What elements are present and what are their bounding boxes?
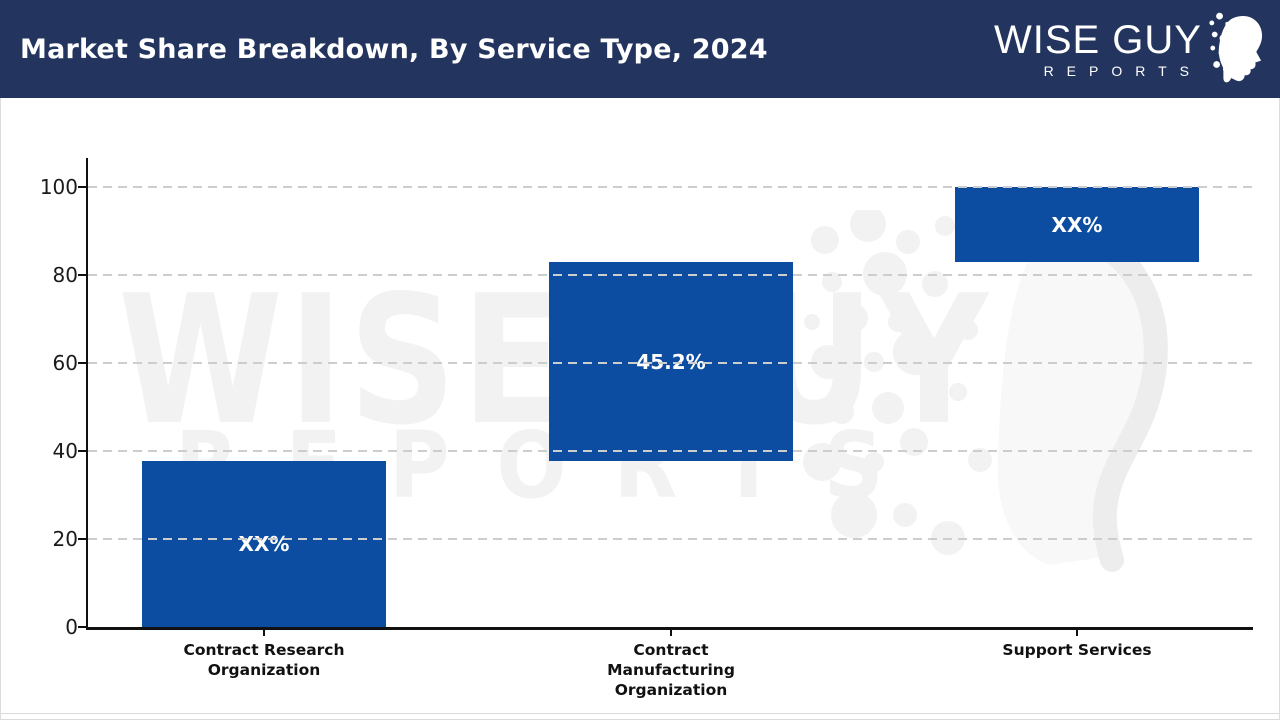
bar-value-label: XX% xyxy=(238,532,290,557)
brand-logo: WISE GUY REPORTS xyxy=(994,9,1264,89)
y-tick-label: 0 xyxy=(65,615,78,639)
gridline xyxy=(88,538,1253,540)
y-tick-mark xyxy=(78,450,86,452)
x-category-label: Contract Manufacturing Organization xyxy=(506,640,836,700)
bar-value-label: XX% xyxy=(1051,212,1103,237)
y-tick-label: 60 xyxy=(52,351,78,375)
x-category-label: Support Services xyxy=(912,640,1242,660)
bar-value-label: 45.2% xyxy=(636,349,706,374)
y-tick-mark xyxy=(78,626,86,628)
y-tick-mark xyxy=(78,274,86,276)
y-tick-mark xyxy=(78,362,86,364)
x-tick-mark xyxy=(263,629,265,636)
x-category-label-line: Organization xyxy=(614,681,728,699)
logo-face-icon xyxy=(1209,12,1263,83)
x-category-label-line: Contract Research xyxy=(183,641,345,659)
x-tick-mark xyxy=(1076,629,1078,636)
x-category-label-line: Support Services xyxy=(1002,641,1152,659)
gridline xyxy=(88,362,1253,364)
x-category-label-line: Contract xyxy=(633,641,709,659)
y-tick-mark xyxy=(78,186,86,188)
header: Market Share Breakdown, By Service Type,… xyxy=(0,0,1280,98)
x-tick-mark xyxy=(670,629,672,636)
y-tick-label: 40 xyxy=(52,439,78,463)
bar-segment: XX% xyxy=(955,187,1199,263)
y-tick-label: 80 xyxy=(52,263,78,287)
page-title: Market Share Breakdown, By Service Type,… xyxy=(20,33,768,65)
x-category-label-line: Manufacturing xyxy=(607,661,735,679)
logo-wordmark: WISE GUY xyxy=(993,17,1202,62)
x-axis-spine xyxy=(86,627,1253,630)
logo-subtext: REPORTS xyxy=(1043,62,1202,79)
x-category-label-line: Organization xyxy=(207,661,321,679)
y-tick-label: 100 xyxy=(39,175,78,199)
y-tick-mark xyxy=(78,538,86,540)
bottom-divider xyxy=(0,713,1280,714)
gridline xyxy=(88,274,1253,276)
bar-segment: XX% xyxy=(142,461,386,627)
x-category-label: Contract Research Organization xyxy=(99,640,429,680)
gridline xyxy=(88,186,1253,188)
bar-segment: 45.2% xyxy=(549,262,793,462)
gridline xyxy=(88,450,1253,452)
y-axis-spine xyxy=(86,158,88,629)
y-tick-label: 20 xyxy=(52,527,78,551)
